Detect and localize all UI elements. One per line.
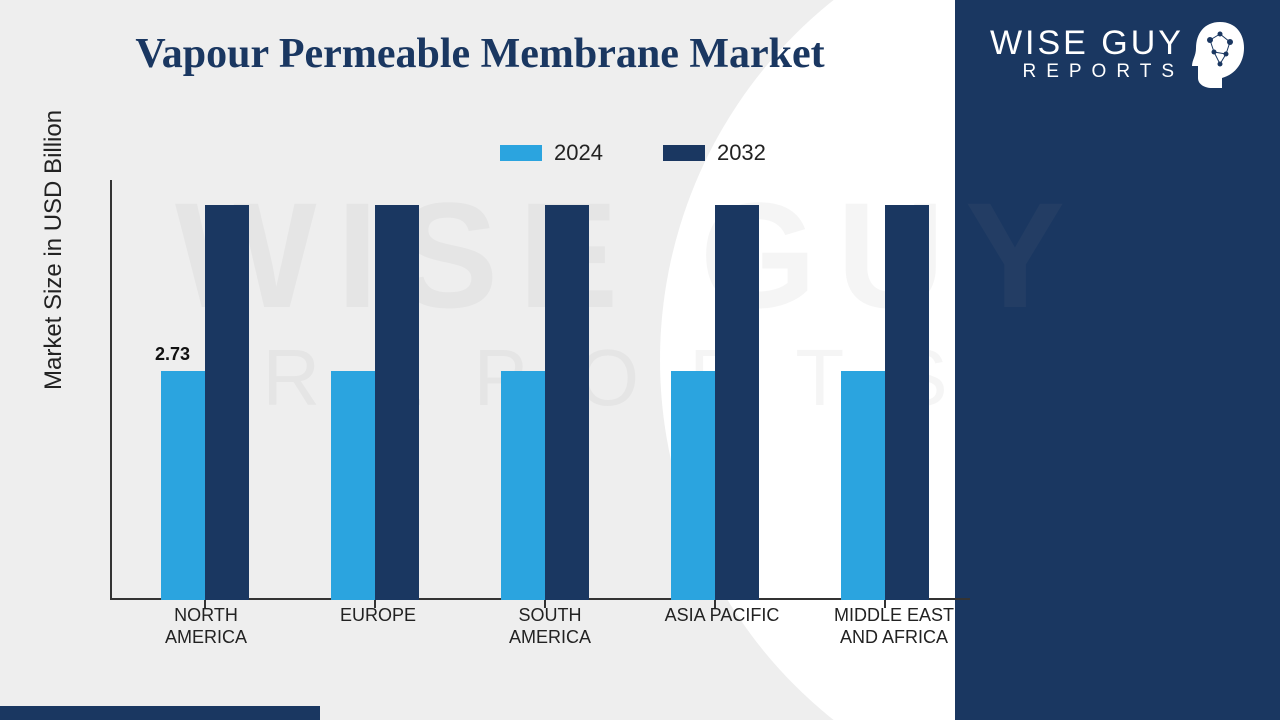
x-axis-label: SOUTH AMERICA (485, 605, 615, 648)
x-axis-label: ASIA PACIFIC (657, 605, 787, 648)
x-axis-label: MIDDLE EAST AND AFRICA (829, 605, 959, 648)
right-panel (955, 0, 1280, 720)
legend-item-2024: 2024 (500, 140, 603, 166)
bar-2024 (161, 371, 205, 600)
head-icon (1190, 20, 1250, 90)
bar-2032 (205, 205, 249, 600)
logo-text-bottom: REPORTS (1022, 60, 1184, 85)
x-axis-label: NORTH AMERICA (141, 605, 271, 648)
logo-text-top: WISE GUY (990, 26, 1184, 60)
plot-area: 2.73 (110, 180, 970, 600)
bar-2032 (885, 205, 929, 600)
legend-swatch-2032 (663, 145, 705, 161)
bottom-strip (0, 706, 320, 720)
chart-stage: WISE GUY REPORTS WISE GUY REPORTS Vapour… (0, 0, 1280, 720)
legend-swatch-2024 (500, 145, 542, 161)
bar-2024 (501, 371, 545, 600)
bar-2024 (671, 371, 715, 600)
x-axis-labels: NORTH AMERICA EUROPE SOUTH AMERICA ASIA PAC… (120, 605, 980, 648)
bar-group (501, 205, 589, 600)
y-axis-line (110, 180, 112, 600)
value-label: 2.73 (155, 344, 190, 365)
bar-group (331, 205, 419, 600)
legend-label-2032: 2032 (717, 140, 766, 166)
legend: 2024 2032 (500, 140, 766, 166)
chart-title: Vapour Permeable Membrane Market (0, 30, 960, 78)
x-axis-label: EUROPE (313, 605, 443, 648)
bar-2024 (331, 371, 375, 600)
legend-label-2024: 2024 (554, 140, 603, 166)
brand-logo: WISE GUY REPORTS (980, 20, 1250, 90)
legend-item-2032: 2032 (663, 140, 766, 166)
bar-2024 (841, 371, 885, 600)
bar-2032 (715, 205, 759, 600)
bar-group (841, 205, 929, 600)
bar-group: 2.73 (161, 205, 249, 600)
y-axis-label: Market Size in USD Billion (40, 110, 68, 390)
bar-2032 (545, 205, 589, 600)
bar-group (671, 205, 759, 600)
bar-groups: 2.73 (120, 180, 970, 600)
bar-2032 (375, 205, 419, 600)
